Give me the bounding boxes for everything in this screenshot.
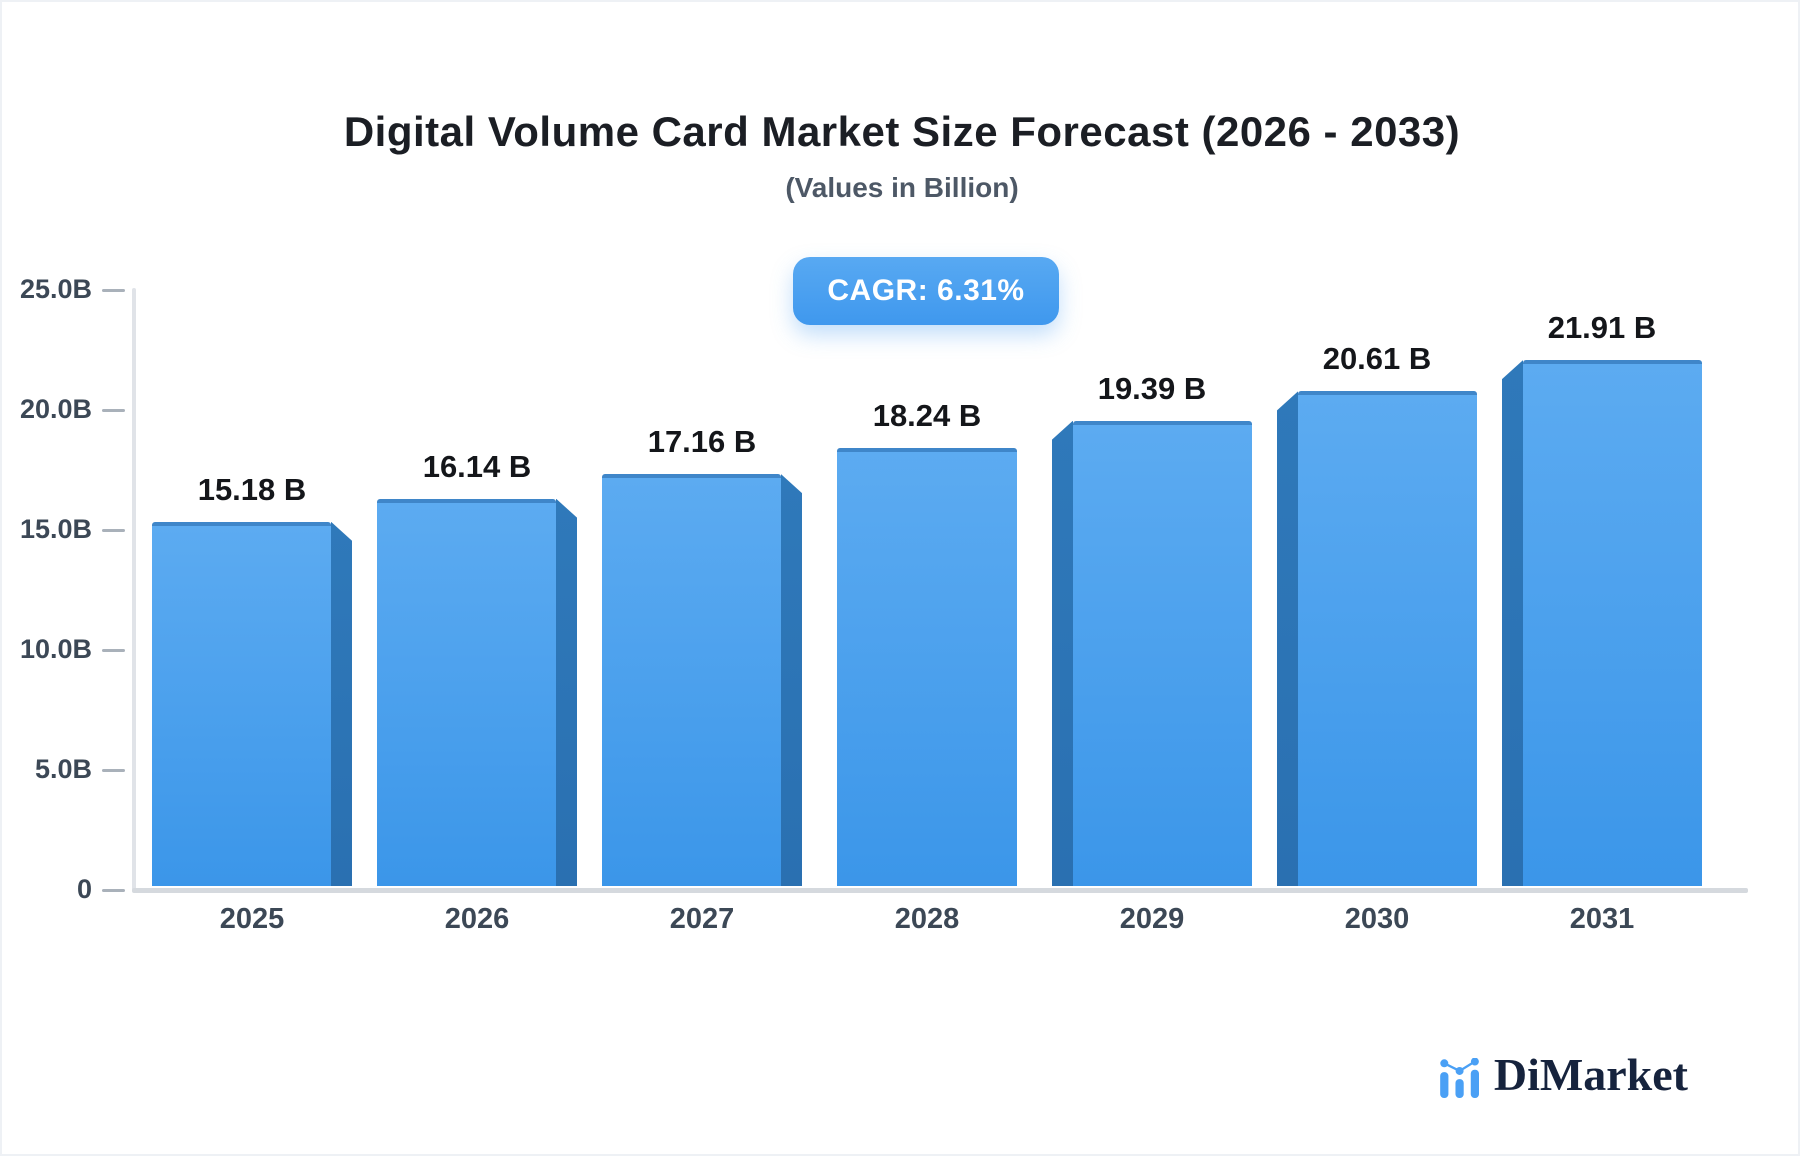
x-axis-label-2031: 2031	[1569, 903, 1635, 935]
x-axis-label-2027: 2027	[669, 903, 735, 935]
x-axis-label-2029: 2029	[1119, 903, 1185, 935]
y-tick-label: 20.0B	[19, 394, 92, 424]
bar-side-right	[781, 474, 802, 886]
bar-face	[1298, 391, 1477, 886]
y-tick-dash	[102, 648, 125, 652]
cagr-badge: CAGR: 6.31%	[793, 257, 1059, 325]
y-tick-label: 5.0B	[34, 754, 92, 784]
bar-2026: 16.14 B	[377, 449, 577, 886]
bar-face	[837, 448, 1017, 886]
bar-face	[602, 474, 781, 886]
page-title: Digital Volume Card Market Size Forecast…	[343, 108, 1461, 155]
bar-side-left	[1502, 360, 1523, 886]
page-subtitle: (Values in Billion)	[785, 172, 1019, 203]
bar-face	[1523, 360, 1702, 886]
x-axis-label-2026: 2026	[444, 903, 510, 935]
bar-value-label: 18.24 B	[872, 398, 982, 434]
bar-side-left	[1052, 420, 1073, 886]
bar-face	[1073, 420, 1252, 886]
y-tick-dash	[102, 288, 125, 292]
bar-2025: 15.18 B	[152, 472, 352, 886]
x-axis-label-2025: 2025	[219, 903, 285, 935]
y-axis-line	[132, 288, 136, 890]
bar-value-label: 16.14 B	[422, 448, 532, 484]
bar-face	[152, 521, 331, 886]
y-tick-dash	[102, 888, 125, 892]
bar-value-label: 21.91 B	[1547, 310, 1657, 346]
x-axis-line	[132, 888, 1748, 893]
bar-face	[377, 498, 556, 886]
bar-2028: 18.24 B	[827, 398, 1027, 886]
bar-2029: 19.39 B	[1052, 371, 1252, 886]
bar-chart-trend-icon	[1440, 1058, 1479, 1098]
bar-value-label: 20.61 B	[1322, 341, 1432, 377]
bar-value-label: 17.16 B	[647, 424, 757, 460]
x-axis-label-2028: 2028	[894, 903, 960, 935]
logo: DiMarket	[1437, 1052, 1688, 1098]
bar-side-right	[556, 498, 577, 886]
y-tick-label: 25.0B	[19, 274, 92, 304]
y-tick-label: 15.0B	[19, 514, 92, 544]
bar-value-label: 19.39 B	[1097, 370, 1207, 406]
y-tick-dash	[102, 408, 125, 412]
logo-text: DiMarket	[1493, 1049, 1688, 1100]
y-tick-dash	[102, 768, 125, 772]
bar-side-right	[331, 521, 352, 886]
y-tick-label: 10.0B	[19, 634, 92, 664]
y-tick-dash	[102, 528, 125, 532]
bar-side-left	[1277, 391, 1298, 886]
cagr-badge-label: CAGR: 6.31%	[827, 274, 1025, 307]
y-tick-label: 0	[76, 874, 92, 904]
bar-2031: 21.91 B	[1502, 310, 1702, 886]
x-axis-label-2030: 2030	[1344, 903, 1410, 935]
bar-2027: 17.16 B	[602, 424, 802, 886]
bar-2030: 20.61 B	[1277, 341, 1477, 886]
bar-value-label: 15.18 B	[197, 471, 307, 507]
